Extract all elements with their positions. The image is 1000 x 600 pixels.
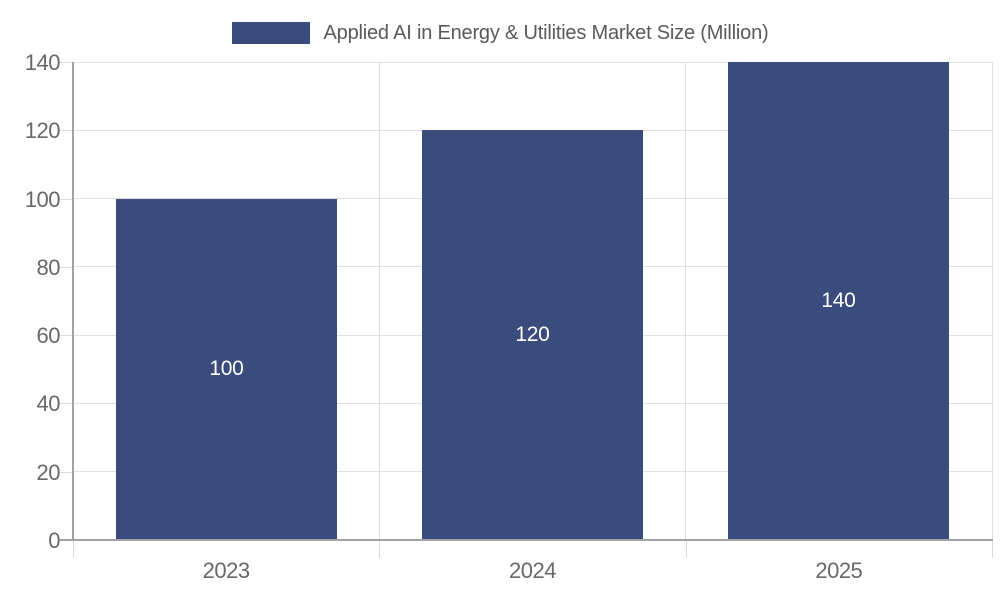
x-tick-mark <box>73 540 74 558</box>
y-tick-mark <box>58 62 73 63</box>
y-axis-tick-label: 0 <box>48 528 60 553</box>
y-gridline <box>73 61 992 63</box>
y-axis-tick-label: 40 <box>36 391 61 417</box>
x-gridline <box>378 62 380 540</box>
x-axis-tick-label: 2025 <box>815 558 863 583</box>
bar-value-label: 120 <box>515 323 550 347</box>
y-tick-mark <box>58 198 73 200</box>
legend-label: Applied AI in Energy & Utilities Market … <box>323 21 769 44</box>
y-tick-mark <box>58 471 73 473</box>
legend-swatch <box>231 22 310 44</box>
x-axis-tick-label: 2024 <box>509 558 556 583</box>
y-axis-line <box>72 62 74 540</box>
y-tick-mark <box>58 403 73 405</box>
y-axis-tick-label: 60 <box>36 323 61 349</box>
y-axis-tick-label: 80 <box>36 254 61 280</box>
bar-value-label: 140 <box>821 289 856 312</box>
x-gridline <box>991 62 993 540</box>
x-tick-mark <box>379 540 381 558</box>
bar-2023: 100 <box>116 198 337 540</box>
x-axis-tick-label: 2023 <box>202 558 250 583</box>
bar-2025: 140 <box>728 62 949 540</box>
y-tick-mark <box>58 266 73 268</box>
bar-2024: 120 <box>422 130 643 540</box>
y-tick-mark <box>58 130 73 132</box>
x-tick-mark <box>992 540 993 558</box>
bar-value-label: 100 <box>209 357 244 381</box>
y-tick-mark <box>58 335 73 337</box>
x-gridline <box>685 62 687 540</box>
y-axis-tick-label: 100 <box>24 186 61 212</box>
x-tick-mark <box>685 540 687 558</box>
y-axis-tick-label: 120 <box>24 118 61 144</box>
y-axis-tick-label: 20 <box>36 459 61 485</box>
x-axis-line <box>60 539 993 541</box>
legend: Applied AI in Energy & Utilities Market … <box>0 20 1000 46</box>
y-axis-tick-label: 140 <box>24 50 61 75</box>
